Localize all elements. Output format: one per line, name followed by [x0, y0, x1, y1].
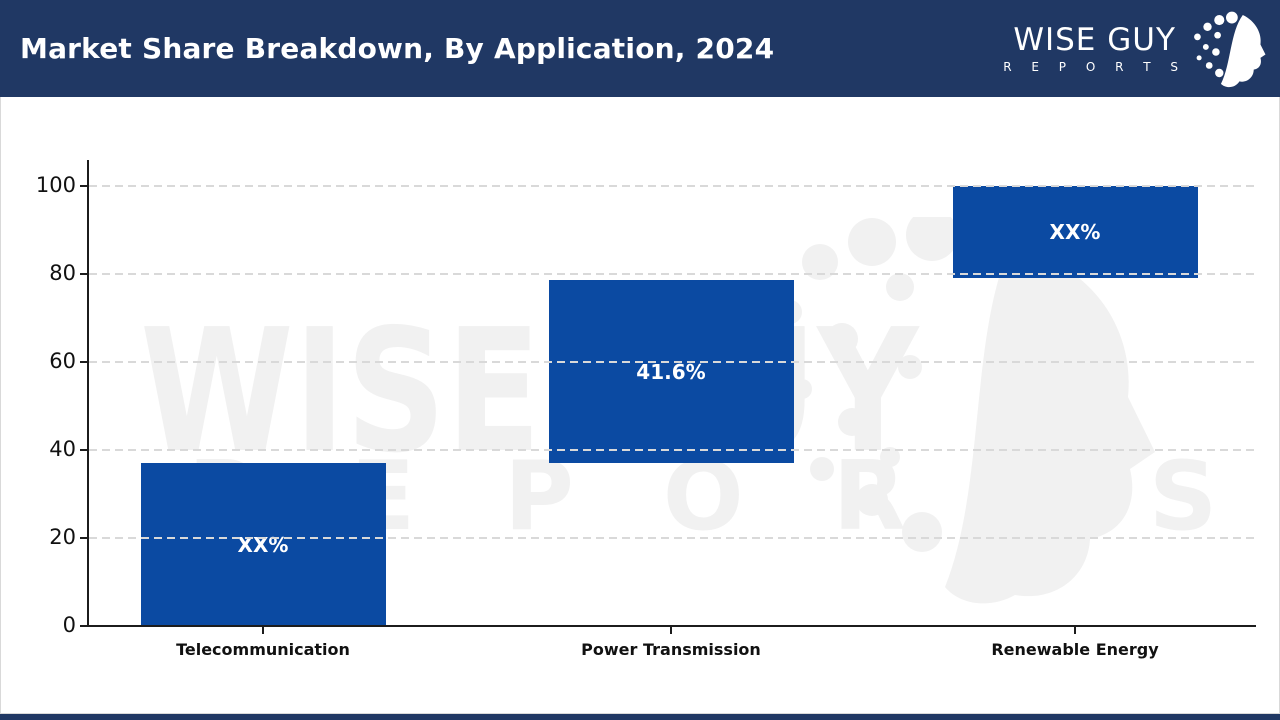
bar-power-transmission: 41.6%	[548, 280, 794, 464]
brand-face-icon	[1194, 11, 1266, 88]
y-tick-mark-40	[80, 449, 88, 451]
gridline-100	[89, 185, 1254, 187]
y-tick-mark-80	[80, 273, 88, 275]
y-tick-label-60: 60	[49, 349, 76, 373]
canvas-border-left	[0, 97, 1, 714]
x-tick-mark-2	[1074, 627, 1076, 634]
x-category-label-0: Telecommunication	[176, 640, 350, 659]
gridline-80	[89, 273, 1254, 275]
y-tick-mark-60	[80, 361, 88, 363]
y-tick-mark-100	[80, 185, 88, 187]
y-tick-label-40: 40	[49, 437, 76, 461]
brand-logo: WISE GUY R E P O R T S	[1003, 4, 1266, 94]
y-axis-line	[87, 160, 89, 626]
x-tick-mark-1	[670, 627, 672, 634]
header-bar: Market Share Breakdown, By Application, …	[0, 0, 1280, 97]
y-tick-label-80: 80	[49, 261, 76, 285]
y-tick-mark-20	[80, 537, 88, 539]
x-tick-mark-0	[262, 627, 264, 634]
bar-telecommunication: XX%	[140, 463, 386, 626]
watermark-face-icon	[778, 217, 1155, 604]
y-tick-label-0: 0	[62, 613, 76, 637]
brand-logo-text: WISE GUY R E P O R T S	[1003, 22, 1186, 74]
bar-value-label: 41.6%	[636, 359, 706, 384]
bar-value-label: XX%	[237, 532, 289, 557]
footer-accent-bar	[0, 714, 1280, 720]
page-title: Market Share Breakdown, By Application, …	[20, 32, 775, 65]
plot-area: WISE GUY R E P O R T S	[0, 97, 1280, 714]
gridline-40	[89, 449, 1254, 451]
gridline-20	[89, 537, 1254, 539]
bar-value-label: XX%	[1049, 220, 1101, 245]
x-axis-line	[87, 625, 1256, 627]
y-tick-mark-0	[80, 625, 88, 627]
bar-renewable-energy: XX%	[952, 186, 1198, 279]
y-tick-label-100: 100	[35, 173, 76, 197]
x-category-label-2: Renewable Energy	[991, 640, 1159, 659]
brand-subtitle: R E P O R T S	[1003, 60, 1186, 74]
brand-name: WISE GUY	[1013, 22, 1176, 58]
x-category-label-1: Power Transmission	[581, 640, 761, 659]
y-tick-label-20: 20	[49, 525, 76, 549]
gridline-60	[89, 361, 1254, 363]
canvas-border-bottom	[0, 713, 1280, 714]
